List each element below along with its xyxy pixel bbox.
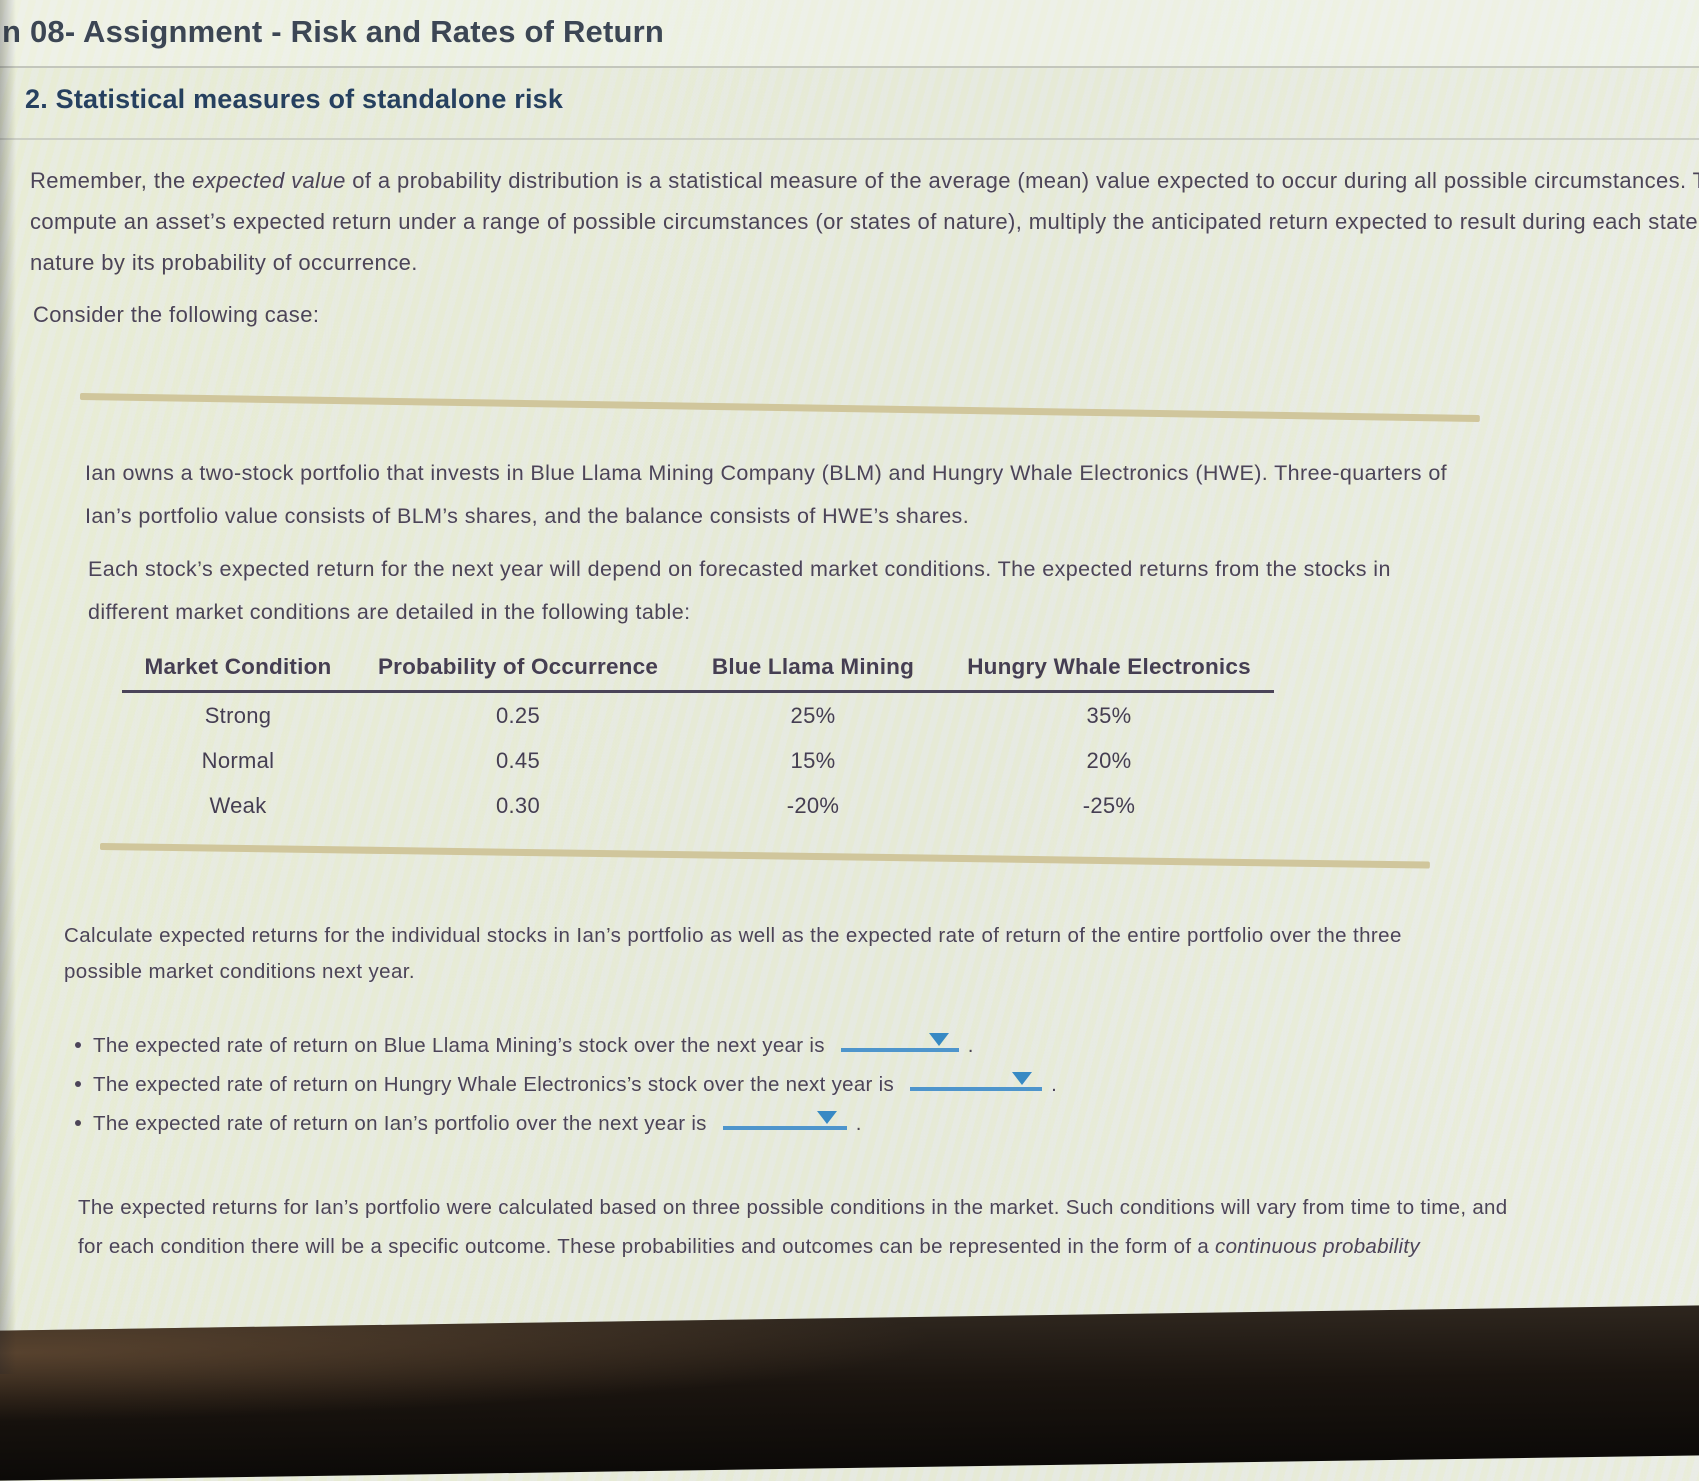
cell-blm-return: 25% bbox=[790, 703, 836, 728]
outro-paragraph: The expected returns for Ian’s portfolio… bbox=[78, 1188, 1528, 1266]
cell-hwe-return: 35% bbox=[1086, 703, 1132, 728]
assignment-title-bar: n 08- Assignment - Risk and Rates of Ret… bbox=[0, 0, 1699, 68]
expected-returns-table: Market Condition Probability of Occurren… bbox=[122, 648, 1274, 828]
answer-bullet-list: The expected rate of return on Blue Llam… bbox=[75, 1028, 1057, 1145]
cell-hwe-return: -25% bbox=[1082, 793, 1136, 818]
intro-text-pre: Remember, the bbox=[30, 168, 193, 193]
expected-return-portfolio-dropdown[interactable] bbox=[722, 1106, 847, 1130]
bullet-icon bbox=[75, 1041, 81, 1048]
chevron-down-icon bbox=[928, 1033, 949, 1046]
cell-probability: 0.45 bbox=[495, 748, 541, 773]
expected-return-hwe-dropdown[interactable] bbox=[910, 1067, 1043, 1091]
cell-probability: 0.30 bbox=[495, 793, 541, 818]
table-row: Weak 0.30 -20% -25% bbox=[122, 783, 1274, 828]
section-heading: 2. Statistical measures of standalone ri… bbox=[25, 84, 564, 114]
section-heading-band: 2. Statistical measures of standalone ri… bbox=[0, 68, 1699, 140]
expected-return-blm-dropdown[interactable] bbox=[840, 1028, 959, 1052]
chevron-down-icon bbox=[1012, 1072, 1033, 1085]
separator-line-bottom bbox=[99, 843, 1430, 869]
list-item-portfolio: The expected rate of return on Ian’s por… bbox=[75, 1106, 1057, 1135]
case-paragraph-conditions: Each stock’s expected return for the nex… bbox=[88, 557, 1391, 624]
separator-line-top bbox=[79, 393, 1480, 422]
bullet-text: The expected rate of return on Ian’s por… bbox=[93, 1112, 707, 1135]
cell-hwe-return: 20% bbox=[1086, 748, 1132, 773]
cell-condition: Strong bbox=[204, 703, 272, 728]
intro-text-post: of a probability distribution is a stati… bbox=[30, 168, 1699, 275]
cell-probability: 0.25 bbox=[495, 703, 541, 728]
chevron-down-icon bbox=[816, 1111, 837, 1124]
assignment-page: n 08- Assignment - Risk and Rates of Ret… bbox=[0, 0, 1699, 1374]
table-row: Strong 0.25 25% 35% bbox=[122, 692, 1274, 739]
bullet-text: The expected rate of return on Hungry Wh… bbox=[93, 1073, 895, 1096]
page-title: n 08- Assignment - Risk and Rates of Ret… bbox=[2, 14, 664, 50]
list-item-hwe: The expected rate of return on Hungry Wh… bbox=[75, 1067, 1057, 1096]
outro-text-pre: The expected returns for Ian’s portfolio… bbox=[78, 1196, 1508, 1258]
cell-blm-return: -20% bbox=[786, 793, 840, 818]
cell-blm-return: 15% bbox=[790, 748, 836, 773]
screen-bezel bbox=[0, 1304, 1699, 1481]
consider-case-text: Consider the following case: bbox=[33, 302, 320, 327]
header-market-condition: Market Condition bbox=[122, 648, 354, 693]
calculate-prompt: Calculate expected returns for the indiv… bbox=[64, 924, 1402, 983]
intro-text-italic: expected value bbox=[192, 168, 346, 193]
bullet-suffix: . bbox=[855, 1112, 862, 1135]
outro-text-italic: continuous probability bbox=[1215, 1235, 1420, 1258]
bullet-text: The expected rate of return on Blue Llam… bbox=[93, 1034, 825, 1057]
bullet-suffix: . bbox=[1051, 1073, 1058, 1096]
clipped-word-fragment: n bbox=[2, 14, 22, 49]
header-hungry-whale-electronics: Hungry Whale Electronics bbox=[944, 648, 1274, 693]
bullet-suffix: . bbox=[967, 1034, 974, 1057]
bullet-icon bbox=[75, 1080, 81, 1087]
table-header-row: Market Condition Probability of Occurren… bbox=[122, 648, 1274, 693]
header-blue-llama-mining: Blue Llama Mining bbox=[682, 648, 944, 693]
intro-paragraph: Remember, the expected value of a probab… bbox=[30, 160, 1699, 283]
list-item-blm: The expected rate of return on Blue Llam… bbox=[75, 1028, 1057, 1057]
case-paragraph-portfolio: Ian owns a two-stock portfolio that inve… bbox=[85, 461, 1448, 528]
bullet-icon bbox=[75, 1119, 81, 1126]
header-probability: Probability of Occurrence bbox=[354, 648, 682, 693]
table-row: Normal 0.45 15% 20% bbox=[122, 738, 1274, 783]
cell-condition: Weak bbox=[209, 793, 267, 818]
cell-condition: Normal bbox=[201, 748, 275, 773]
page-title-text: 08- Assignment - Risk and Rates of Retur… bbox=[29, 14, 665, 49]
